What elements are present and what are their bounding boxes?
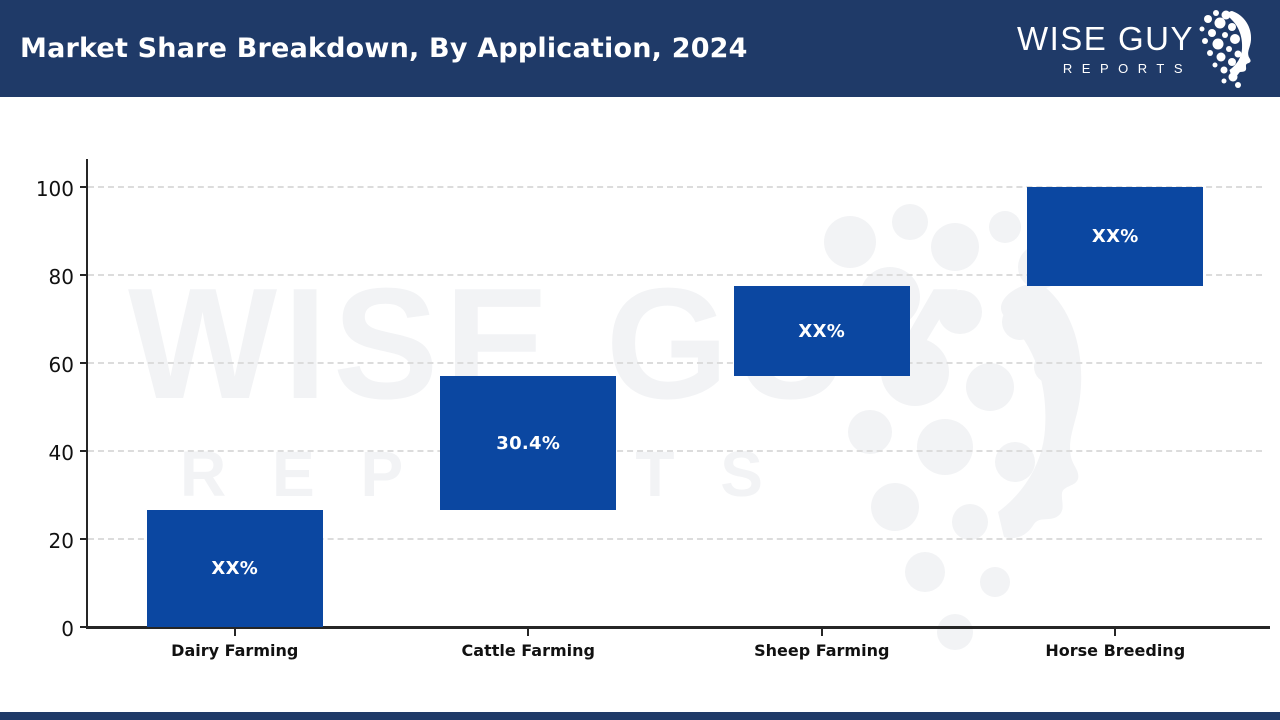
y-tick-0: [80, 626, 88, 628]
y-tick-label-60: 60: [48, 353, 74, 377]
y-tick-80: [80, 274, 88, 276]
y-tick-100: [80, 186, 88, 188]
page-title: Market Share Breakdown, By Application, …: [20, 33, 748, 64]
bar-cattle-farming: 30.4%: [440, 376, 617, 510]
brand-head-icon: [1199, 9, 1252, 88]
bar-horse-breeding: XX%: [1027, 187, 1204, 286]
category-label-2: Sheep Farming: [754, 641, 890, 660]
y-tick-label-20: 20: [48, 529, 74, 553]
y-tick-label-100: 100: [35, 177, 74, 201]
brand-logo: WISE GUY REPORTS: [1017, 7, 1256, 91]
footer-bar: [0, 712, 1280, 720]
gridline-80: [88, 274, 1262, 276]
y-tick-20: [80, 538, 88, 540]
gridline-100: [88, 186, 1262, 188]
x-axis-line: [85, 626, 1270, 629]
x-tick-1: [527, 629, 530, 636]
y-tick-label-80: 80: [48, 265, 74, 289]
bar-value-label: XX%: [1091, 226, 1139, 247]
bar-sheep-farming: XX%: [733, 286, 910, 377]
y-tick-60: [80, 362, 88, 364]
chart-canvas: WISE GUY R E P O R T S 020406080100XX%Da…: [0, 97, 1280, 712]
y-tick-40: [80, 450, 88, 452]
gridline-40: [88, 450, 1262, 452]
y-tick-label-40: 40: [48, 441, 74, 465]
x-tick-0: [233, 629, 236, 636]
category-label-3: Horse Breeding: [1045, 641, 1186, 660]
category-label-0: Dairy Farming: [171, 641, 299, 660]
brand-name-text: WISE GUY: [1016, 20, 1194, 57]
bar-dairy-farming: XX%: [146, 509, 323, 627]
y-axis-line: [85, 159, 88, 629]
bar-value-label: XX%: [211, 557, 259, 579]
x-tick-2: [820, 629, 823, 636]
x-tick-3: [1114, 629, 1117, 636]
bar-value-label: 30.4%: [496, 432, 561, 454]
gridline-20: [88, 538, 1262, 540]
bar-value-label: XX%: [798, 320, 846, 342]
category-label-1: Cattle Farming: [461, 641, 595, 660]
header-bar: Market Share Breakdown, By Application, …: [0, 0, 1280, 97]
y-tick-label-0: 0: [61, 617, 74, 641]
brand-sub-text: REPORTS: [1062, 61, 1192, 76]
gridline-60: [88, 362, 1262, 364]
watermark-head-icon: [824, 204, 1082, 650]
